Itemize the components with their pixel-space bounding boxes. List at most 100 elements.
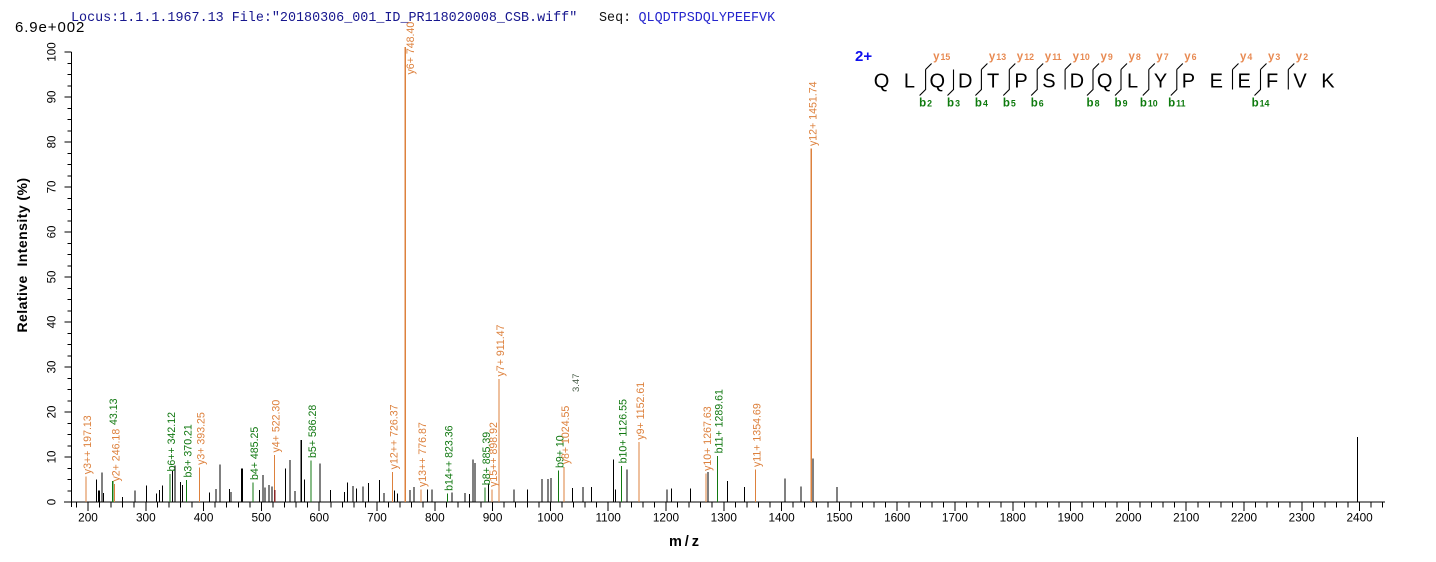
svg-text:b8+ 885.39: b8+ 885.39: [481, 432, 493, 485]
svg-text:E: E: [1238, 71, 1251, 93]
svg-text:20: 20: [47, 406, 59, 419]
svg-text:b2: b2: [919, 98, 932, 110]
svg-text:y2+ 246.18: y2+ 246.18: [111, 429, 123, 482]
svg-text:y6+ 748.40: y6+ 748.40: [405, 22, 417, 75]
svg-text:1900: 1900: [1057, 511, 1084, 525]
svg-text:b9+ 10: b9+ 10: [554, 435, 566, 468]
svg-text:S: S: [1042, 71, 1055, 93]
svg-text:P: P: [1014, 71, 1027, 93]
svg-text:b4: b4: [975, 98, 988, 110]
svg-text:0: 0: [47, 499, 59, 505]
svg-text:70: 70: [47, 181, 59, 194]
svg-text:b11: b11: [1168, 98, 1185, 110]
svg-text:L: L: [904, 71, 915, 93]
svg-text:b5+ 586.28: b5+ 586.28: [307, 405, 319, 458]
svg-text:30: 30: [47, 361, 59, 374]
svg-text:b10+ 1126.55: b10+ 1126.55: [618, 399, 630, 463]
svg-text:D: D: [1070, 71, 1084, 93]
svg-text:100: 100: [47, 42, 59, 61]
svg-text:1000: 1000: [537, 511, 564, 525]
svg-text:V: V: [1293, 71, 1307, 93]
svg-text:y11+ 1354.69: y11+ 1354.69: [751, 403, 763, 467]
svg-text:D: D: [958, 71, 972, 93]
svg-text:Relative Intensity (%): Relative Intensity (%): [14, 177, 30, 332]
svg-text:1100: 1100: [596, 511, 622, 525]
svg-text:y9+ 1152.61: y9+ 1152.61: [635, 382, 647, 440]
svg-text:b10: b10: [1140, 98, 1158, 110]
svg-text:b3+ 370.21: b3+ 370.21: [183, 424, 195, 477]
svg-text:200: 200: [78, 511, 98, 525]
svg-text:2+: 2+: [855, 48, 872, 65]
svg-text:b11+ 1289.61: b11+ 1289.61: [714, 389, 726, 453]
svg-text:3.47: 3.47: [571, 374, 582, 393]
svg-text:y10+ 1267.63: y10+ 1267.63: [702, 406, 714, 471]
svg-text:T: T: [987, 71, 999, 93]
svg-text:y4: y4: [1240, 51, 1252, 63]
svg-text:y12: y12: [1017, 51, 1034, 63]
svg-text:600: 600: [309, 511, 329, 525]
svg-text:1400: 1400: [768, 511, 795, 525]
svg-text:y2: y2: [1296, 51, 1308, 63]
svg-text:P: P: [1182, 71, 1195, 93]
svg-text:L: L: [1127, 71, 1138, 93]
svg-text:b4+ 485.25: b4+ 485.25: [249, 427, 261, 480]
svg-text:K: K: [1321, 71, 1335, 93]
svg-text:F: F: [1266, 71, 1278, 93]
svg-text:QLQDTPSDQLYPEEFVK: QLQDTPSDQLYPEEFVK: [639, 11, 777, 26]
svg-text:b9: b9: [1115, 98, 1128, 110]
svg-text:2300: 2300: [1289, 511, 1316, 525]
svg-text:700: 700: [367, 511, 387, 525]
svg-text:2100: 2100: [1173, 511, 1200, 525]
svg-text:Locus:1.1.1.1967.13 File:"2018: Locus:1.1.1.1967.13 File:"20180306_001_I…: [71, 11, 577, 26]
svg-text:6.9e+002: 6.9e+002: [15, 19, 85, 36]
svg-text:E: E: [1210, 71, 1223, 93]
svg-text:50: 50: [47, 271, 59, 284]
svg-text:900: 900: [483, 511, 503, 525]
svg-text:300: 300: [136, 511, 156, 525]
svg-text:Seq:: Seq:: [599, 11, 631, 26]
svg-text:1200: 1200: [653, 511, 680, 525]
svg-text:Q: Q: [930, 71, 946, 93]
svg-text:1700: 1700: [942, 511, 969, 525]
svg-text:y7+ 911.47: y7+ 911.47: [495, 324, 507, 376]
svg-text:b6++ 342.12: b6++ 342.12: [166, 412, 178, 472]
svg-text:y9: y9: [1101, 51, 1113, 63]
svg-text:b6: b6: [1031, 98, 1044, 110]
svg-text:2000: 2000: [1115, 511, 1142, 525]
svg-text:y13: y13: [989, 51, 1006, 63]
svg-text:40: 40: [47, 316, 59, 329]
svg-text:b14++ 823.36: b14++ 823.36: [444, 425, 456, 491]
svg-text:y13++ 776.87: y13++ 776.87: [417, 422, 429, 487]
svg-text:2400: 2400: [1346, 511, 1373, 525]
svg-text:800: 800: [425, 511, 445, 525]
svg-text:400: 400: [194, 511, 214, 525]
svg-text:y3: y3: [1268, 51, 1280, 63]
svg-text:80: 80: [47, 136, 59, 149]
svg-text:1300: 1300: [711, 511, 738, 525]
svg-text:2200: 2200: [1231, 511, 1258, 525]
svg-text:y11: y11: [1045, 51, 1062, 63]
svg-text:y8: y8: [1129, 51, 1141, 63]
svg-text:y12+ 1451.74: y12+ 1451.74: [807, 81, 819, 146]
svg-text:1800: 1800: [1000, 511, 1027, 525]
svg-text:10: 10: [47, 451, 59, 464]
svg-text:500: 500: [252, 511, 272, 525]
svg-text:43.13: 43.13: [108, 398, 120, 425]
svg-text:y3+ 393.25: y3+ 393.25: [196, 412, 208, 465]
svg-text:Y: Y: [1154, 71, 1167, 93]
svg-text:b8: b8: [1087, 98, 1100, 110]
svg-text:y7: y7: [1156, 51, 1168, 63]
svg-text:y8+ 1024.55: y8+ 1024.55: [560, 406, 572, 465]
svg-text:Q: Q: [874, 71, 890, 93]
svg-text:y3++ 197.13: y3++ 197.13: [82, 415, 94, 474]
svg-text:y12++ 726.37: y12++ 726.37: [389, 404, 401, 469]
svg-text:1600: 1600: [884, 511, 911, 525]
svg-text:90: 90: [47, 91, 59, 104]
svg-text:60: 60: [47, 226, 59, 239]
svg-text:m / z: m / z: [669, 534, 699, 550]
svg-text:y4+ 522.30: y4+ 522.30: [270, 400, 282, 453]
svg-text:Q: Q: [1097, 71, 1113, 93]
svg-text:b14: b14: [1252, 98, 1270, 110]
svg-text:y6: y6: [1184, 51, 1196, 63]
svg-text:y15++ 898.92: y15++ 898.92: [488, 422, 500, 487]
